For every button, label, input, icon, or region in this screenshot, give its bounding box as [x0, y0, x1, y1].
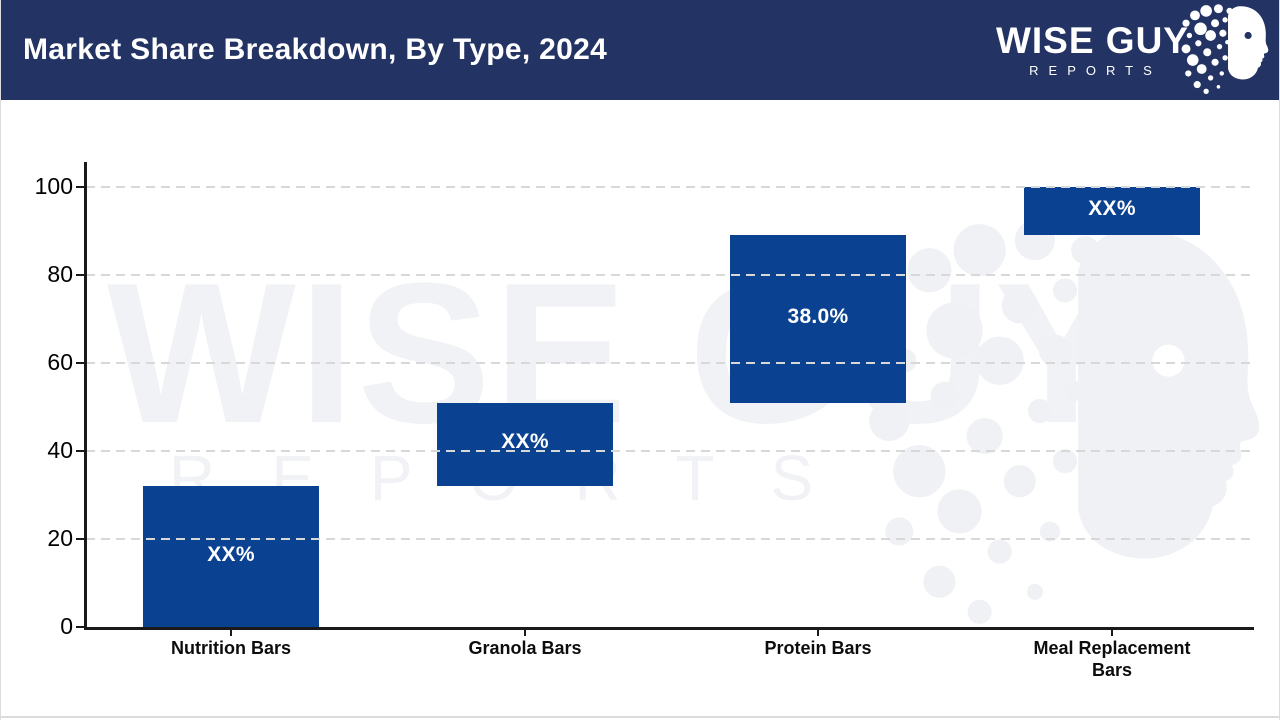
gridline: [86, 274, 1254, 276]
bar-segment: [437, 402, 613, 487]
bar-value-label: XX%: [1088, 197, 1136, 221]
x-tick-mark: [1111, 629, 1113, 636]
header-band: Market Share Breakdown, By Type, 2024 WI…: [1, 0, 1279, 100]
gridline: [86, 450, 1254, 452]
bar-value-label: XX%: [207, 542, 255, 566]
y-tick-label: 100: [34, 173, 73, 199]
bar-segment: [143, 486, 319, 627]
x-axis: [84, 627, 1254, 630]
gridline: [86, 362, 1254, 364]
brand-logo-text: WISE GUY REPORTS: [996, 22, 1189, 78]
y-tick-label: 40: [47, 437, 73, 463]
watermark-head-icon: [869, 220, 1260, 624]
x-tick-mark: [230, 629, 232, 636]
bar-segment: [1024, 187, 1200, 236]
y-tick-mark: [76, 450, 86, 453]
y-tick-mark: [76, 538, 86, 541]
y-tick-mark: [76, 362, 86, 365]
gridline: [86, 538, 1254, 540]
x-category-label: Meal Replacement Bars: [1033, 638, 1191, 680]
brand-head-icon: [1181, 4, 1269, 94]
brand-logo: WISE GUY REPORTS: [996, 4, 1269, 96]
y-tick-label: 0: [60, 613, 73, 639]
y-axis: [84, 162, 87, 630]
gridline: [86, 186, 1254, 188]
y-tick-label: 80: [47, 261, 73, 287]
brand-subtitle: REPORTS: [1029, 63, 1162, 78]
y-tick-mark: [76, 186, 86, 189]
x-tick-mark: [524, 629, 526, 636]
bar-value-label: XX%: [501, 430, 549, 454]
x-category-label: Granola Bars: [468, 638, 582, 658]
y-tick-label: 20: [47, 525, 73, 551]
bar-segment: [730, 235, 906, 403]
bottom-border: [1, 716, 1279, 718]
y-tick-mark: [76, 626, 86, 629]
brand-name: WISE GUY: [995, 20, 1189, 61]
y-tick-label: 60: [47, 349, 73, 375]
y-tick-mark: [76, 274, 86, 277]
x-category-label: Protein Bars: [764, 638, 872, 658]
x-tick-mark: [817, 629, 819, 636]
page-title: Market Share Breakdown, By Type, 2024: [23, 33, 608, 66]
bar-value-label: 38.0%: [787, 305, 849, 328]
x-category-label: Nutrition Bars: [170, 638, 291, 658]
